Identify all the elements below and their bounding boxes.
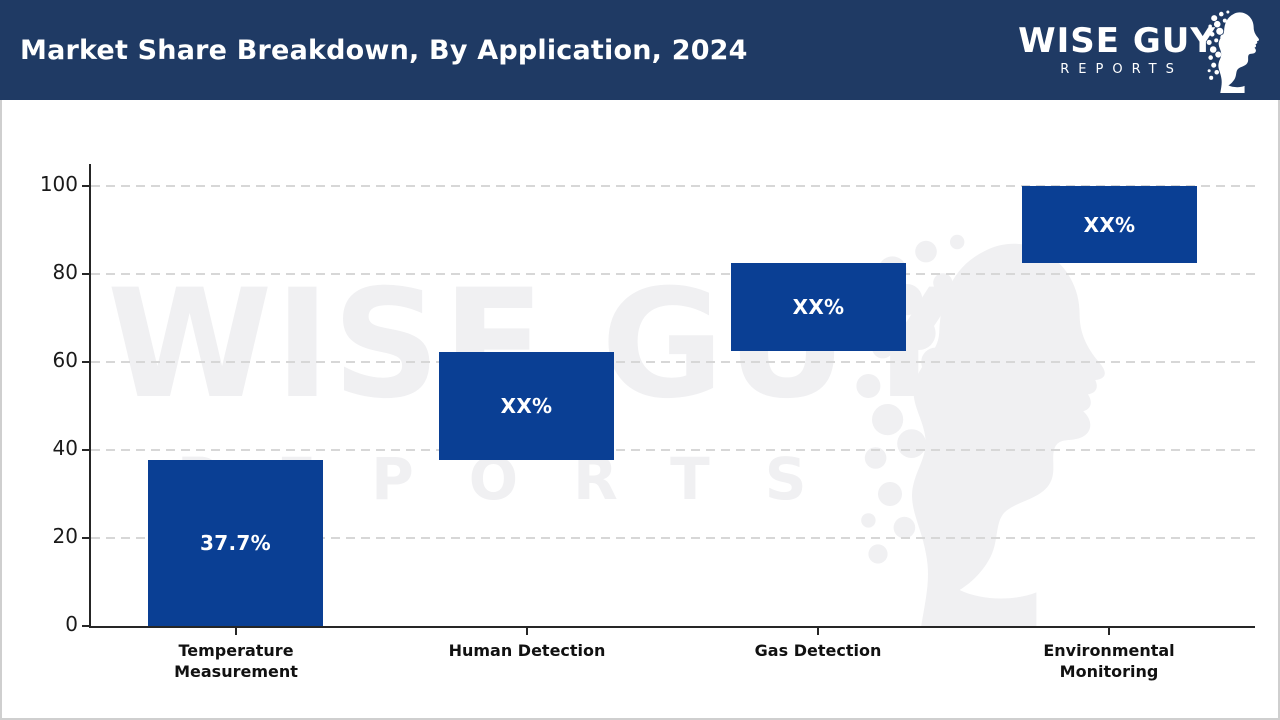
y-tick-label: 40 [52,436,78,460]
y-tick-mark [82,185,89,187]
gridline-40 [91,449,1255,451]
brand-subtitle: REPORTS [1060,61,1183,77]
brand-logo: WISE GUY REPORTS [1018,4,1272,96]
x-category-label: Human Detection [448,641,606,660]
bar-value-label: XX% [792,295,845,319]
y-tick-label: 60 [52,348,78,372]
gridline-100 [91,185,1255,187]
x-tick-mark [817,628,819,635]
page-title: Market Share Breakdown, By Application, … [20,34,748,66]
bar-segment-0: 37.7% [148,460,323,626]
brand-name: WISE GUY [1018,20,1216,61]
gridline-80 [91,273,1255,275]
y-tick-mark [82,537,89,539]
bar-value-label: 37.7% [200,531,271,555]
x-category-label: Temperature Measurement [174,641,298,682]
gridline-20 [91,537,1255,539]
y-axis-line [89,164,91,628]
x-tick-mark [1108,628,1110,635]
bar-value-label: XX% [500,394,553,418]
x-tick-mark [235,628,237,635]
brand-logo-text: WISE GUY REPORTS [1018,24,1216,77]
y-tick-mark [82,361,89,363]
y-tick-label: 80 [52,260,78,284]
x-tick-mark [526,628,528,635]
y-tick-mark [82,625,89,627]
header-bar: Market Share Breakdown, By Application, … [0,0,1280,100]
bar-segment-2: XX% [731,263,906,351]
x-category-label: Gas Detection [754,641,882,660]
bar-segment-3: XX% [1022,186,1197,263]
x-axis-line [89,626,1255,628]
y-tick-mark [82,449,89,451]
x-category-label: Environmental Monitoring [1043,641,1175,682]
bar-segment-1: XX% [439,352,614,460]
y-tick-mark [82,273,89,275]
wiseguy-face-icon [1206,10,1259,93]
y-tick-label: 20 [52,524,78,548]
y-tick-label: 100 [39,172,78,196]
y-tick-label: 0 [65,612,78,636]
bar-value-label: XX% [1083,212,1136,237]
gridline-60 [91,361,1255,363]
chart-area: WISE GUY REPORTS 37.7% XX% XX% XX% 0 20 40 60 8… [0,100,1280,720]
